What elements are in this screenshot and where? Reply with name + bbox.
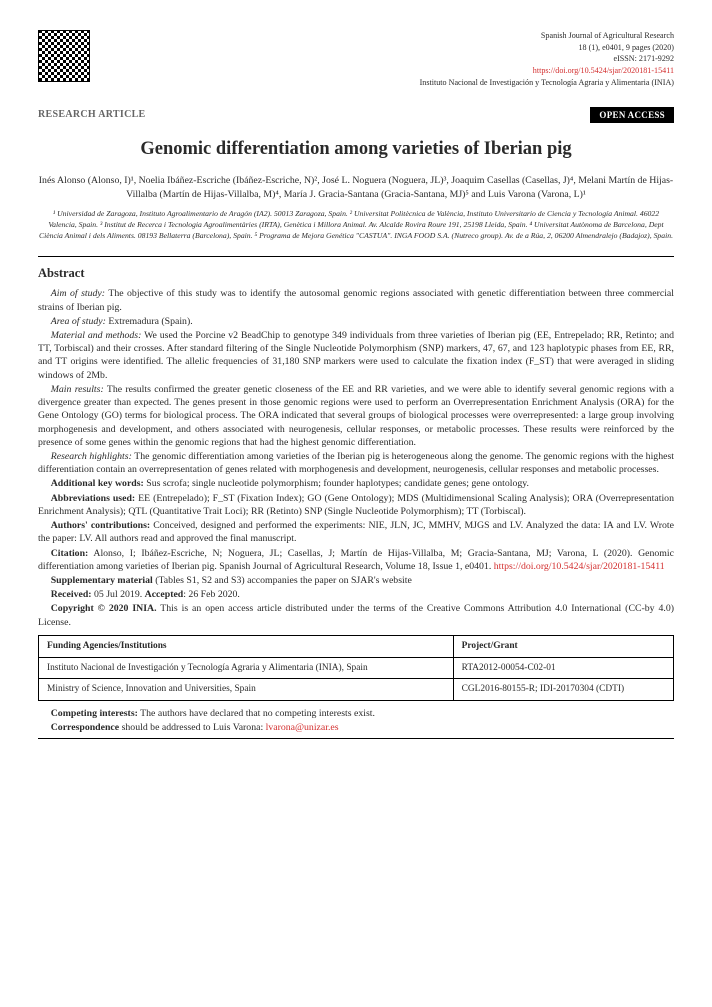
journal-meta: Spanish Journal of Agricultural Research… [420,30,674,89]
table-row: Instituto Nacional de Investigación y Te… [39,657,674,679]
journal-doi[interactable]: https://doi.org/10.5424/sjar/2020181-154… [420,65,674,77]
open-access-badge: OPEN ACCESS [590,107,674,123]
citation-doi[interactable]: https://doi.org/10.5424/sjar/2020181-154… [494,561,665,572]
inst-cell: Ministry of Science, Innovation and Univ… [39,679,454,701]
rule-bottom [38,738,674,739]
affiliations: ¹ Universidad de Zaragoza, Instituto Agr… [38,209,674,241]
copyright-label: Copyright © 2020 INIA. [51,603,157,614]
abstract-heading: Abstract [38,265,674,282]
aim-text: The objective of this study was to ident… [38,288,674,312]
header-row: Spanish Journal of Agricultural Research… [38,30,674,89]
table-header-row: Funding Agencies/Institutions Project/Gr… [39,635,674,657]
article-type-label: RESEARCH ARTICLE [38,108,146,122]
abbrev-label: Abbreviations used: [51,493,135,504]
journal-issue: 18 (1), e0401, 9 pages (2020) [420,42,674,54]
col-institutions: Funding Agencies/Institutions [39,635,454,657]
journal-eissn: eISSN: 2171-9292 [420,53,674,65]
col-grant: Project/Grant [453,635,673,657]
received-label: Received: [51,589,92,600]
supp-label: Supplementary material [51,575,153,586]
results-label: Main results: [51,384,104,395]
contrib-label: Authors' contributions: [51,520,150,531]
supp-text: (Tables S1, S2 and S3) accompanies the p… [153,575,412,586]
abstract-body: Aim of study: The objective of this stud… [38,287,674,628]
authors-list: Inés Alonso (Alonso, I)¹, Noelia Ibáñez-… [38,174,674,203]
received-text: 05 Jul 2019. [92,589,145,600]
aim-label: Aim of study: [51,288,105,299]
highlights-text: The genomic differentiation among variet… [38,451,674,475]
funding-table: Funding Agencies/Institutions Project/Gr… [38,635,674,701]
footer-notes: Competing interests: The authors have de… [38,707,674,734]
qr-code-icon [38,30,90,82]
methods-label: Material and methods: [51,330,142,341]
competing-label: Competing interests: [51,708,138,719]
area-text: Extremadura (Spain). [106,316,193,327]
citation-label: Citation: [51,548,89,559]
area-label: Area of study: [51,316,106,327]
competing-text: The authors have declared that no compet… [138,708,375,719]
table-row: Ministry of Science, Innovation and Univ… [39,679,674,701]
corr-text: should be addressed to Luis Varona: [119,722,265,733]
corr-email[interactable]: lvarona@unizar.es [266,722,339,733]
accepted-text: : 26 Feb 2020. [183,589,240,600]
article-title: Genomic differentiation among varieties … [38,137,674,162]
keywords-label: Additional key words: [51,478,144,489]
rule-top [38,256,674,257]
accepted-label: Accepted [145,589,184,600]
journal-name: Spanish Journal of Agricultural Research [420,30,674,42]
label-row: RESEARCH ARTICLE OPEN ACCESS [38,107,674,123]
highlights-label: Research highlights: [51,451,132,462]
grant-cell: CGL2016-80155-R; IDI-20170304 (CDTI) [453,679,673,701]
corr-label: Correspondence [51,722,119,733]
keywords-text: Sus scrofa; single nucleotide polymorphi… [144,478,529,489]
inst-cell: Instituto Nacional de Investigación y Te… [39,657,454,679]
results-text: The results confirmed the greater geneti… [38,384,674,448]
journal-institute: Instituto Nacional de Investigación y Te… [420,77,674,89]
grant-cell: RTA2012-00054-C02-01 [453,657,673,679]
